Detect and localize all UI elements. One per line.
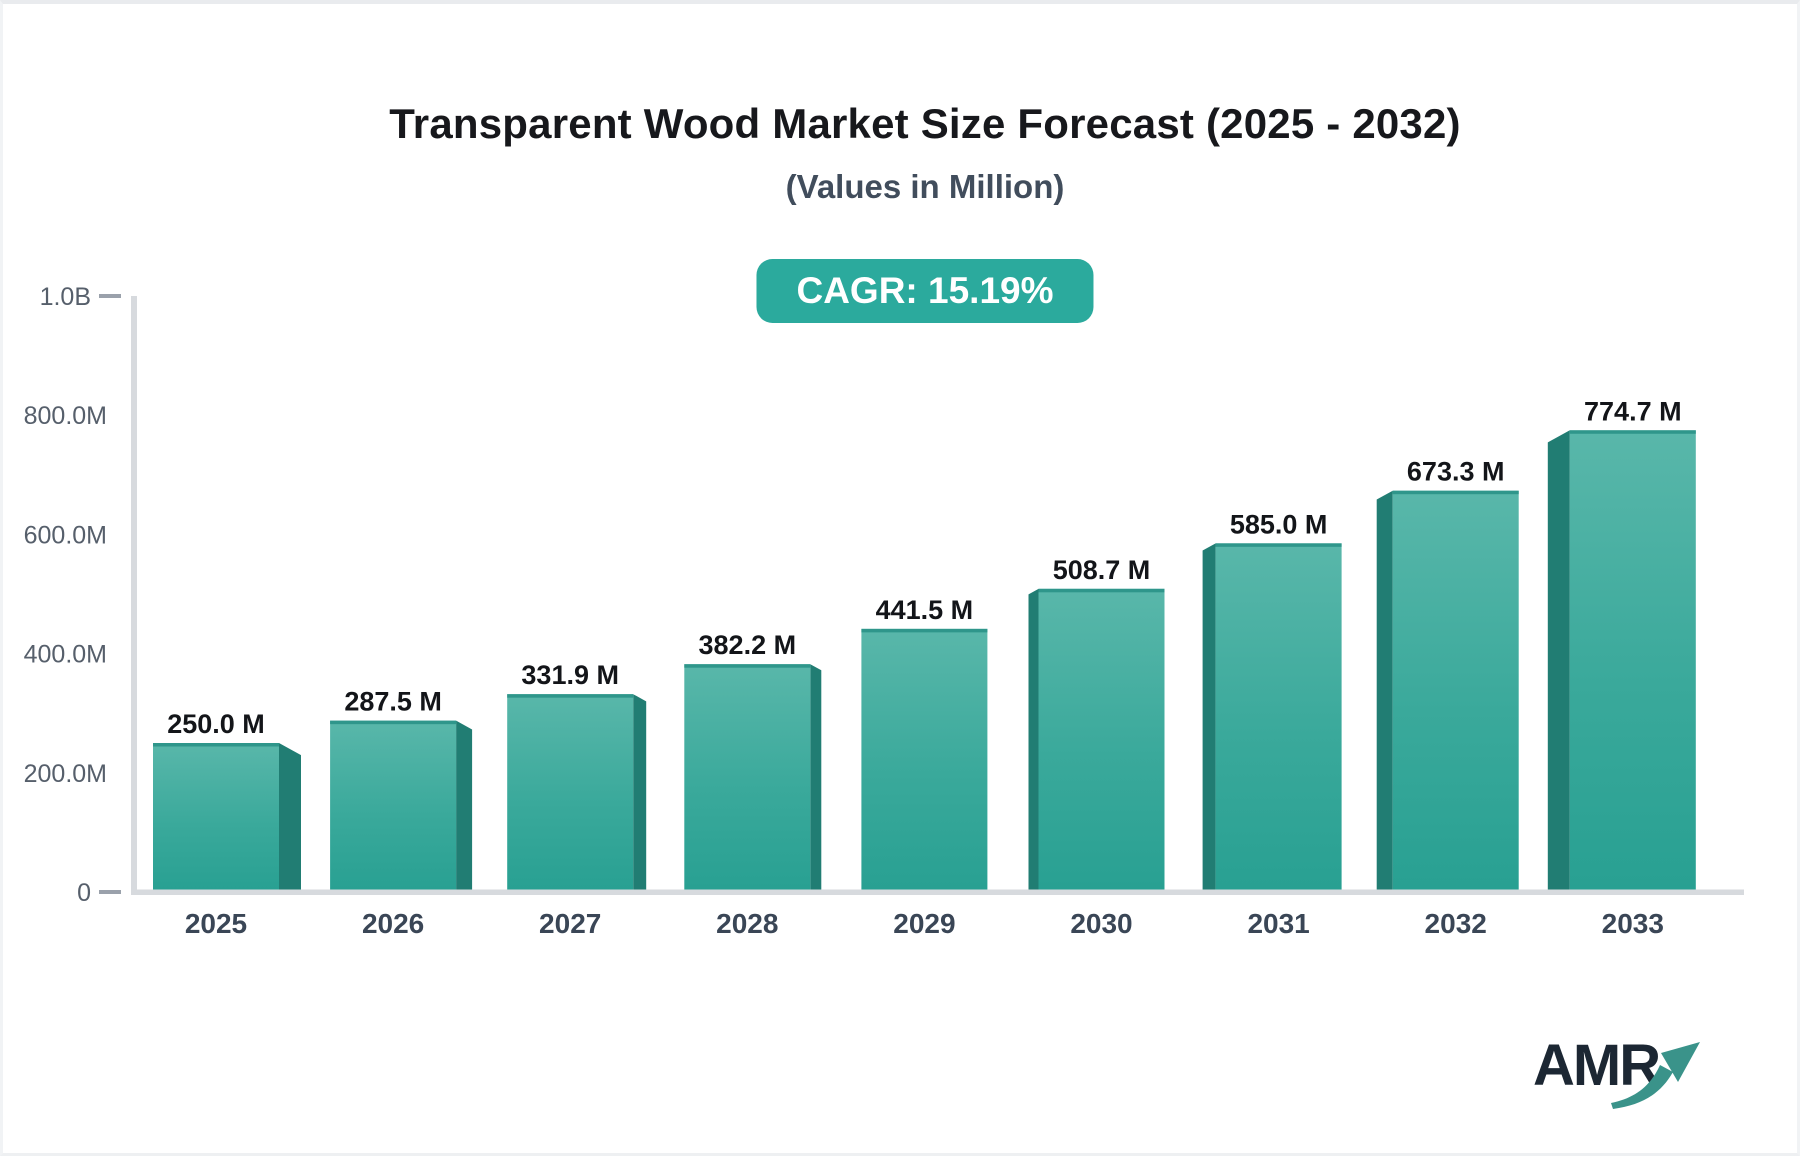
growth-arrow-icon: [1611, 1042, 1700, 1109]
x-axis-label: 2033: [1602, 908, 1664, 939]
page-title: Transparent Wood Market Size Forecast (2…: [389, 100, 1461, 147]
bar-value-label: 382.2 M: [699, 630, 797, 660]
amr-logo-text: AMR: [1533, 1033, 1661, 1098]
y-axis-line: [131, 296, 137, 892]
x-axis-label: 2030: [1070, 908, 1132, 939]
x-axis-label: 2031: [1247, 908, 1309, 939]
bar-side-3d: [633, 694, 647, 892]
bar-value-label: 774.7 M: [1584, 396, 1682, 426]
bar-side-3d: [1376, 490, 1393, 892]
bar-top-edge: [1038, 588, 1165, 593]
amr-logo: AMR: [1533, 1037, 1723, 1117]
bar-2027: [507, 694, 634, 892]
bar-value-label: 585.0 M: [1230, 509, 1328, 539]
bar-side-3d: [1547, 430, 1570, 892]
bar-top-edge: [684, 664, 811, 668]
bar-side-3d: [279, 743, 301, 892]
bar-2030: [1038, 588, 1165, 892]
bar-value-label: 673.3 M: [1407, 457, 1505, 487]
y-axis-label: 0: [77, 879, 91, 907]
y-axis-tick: [99, 294, 121, 298]
y-axis-label: 200.0M: [24, 760, 107, 788]
bar-top-edge: [1392, 490, 1519, 495]
x-axis-label: 2025: [185, 908, 247, 939]
bar-2031: [1215, 543, 1342, 892]
x-axis-label: 2027: [539, 908, 601, 939]
bar-top-edge: [153, 743, 279, 747]
y-axis-label: 800.0M: [24, 402, 107, 430]
bar-2026: [330, 720, 457, 892]
bar-value-label: 250.0 M: [167, 709, 265, 739]
bar-2028: [684, 664, 811, 892]
bar-value-label: 508.7 M: [1053, 555, 1151, 585]
cagr-badge: CAGR: 15.19%: [756, 259, 1094, 323]
x-axis-label: 2026: [362, 908, 424, 939]
bar-2029: [861, 628, 988, 892]
bar-top-edge: [861, 628, 988, 633]
bar-value-label: 331.9 M: [521, 660, 619, 690]
bar-side-3d: [1202, 543, 1216, 892]
bar-top-edge: [507, 694, 634, 698]
y-axis-label: 1.0B: [40, 283, 91, 311]
bar-side-3d: [456, 720, 473, 892]
bar-chart: 250.0 M 287.5 M 331.9 M 382.2 M 441.5 M 508.7…: [24, 283, 1744, 939]
bar-value-label: 287.5 M: [344, 687, 442, 717]
x-axis-line: [131, 889, 1744, 895]
chart-subtitle: (Values in Million): [785, 168, 1065, 205]
y-axis-label: 600.0M: [24, 521, 107, 549]
y-axis-label: 400.0M: [24, 641, 107, 669]
y-axis-tick: [99, 890, 121, 894]
bar-side-3d: [1028, 588, 1039, 892]
bar-2033: [1569, 430, 1696, 892]
bar-side-3d: [810, 664, 822, 892]
bar-2032: [1392, 490, 1519, 892]
x-axis-label: 2032: [1425, 908, 1487, 939]
bar-top-edge: [1215, 543, 1342, 547]
x-axis-label: 2028: [716, 908, 778, 939]
bar-top-edge: [1569, 430, 1696, 434]
x-axis-label: 2029: [893, 908, 955, 939]
bar-value-label: 441.5 M: [876, 595, 974, 625]
bar-2025: [153, 743, 279, 892]
bar-top-edge: [330, 720, 457, 725]
